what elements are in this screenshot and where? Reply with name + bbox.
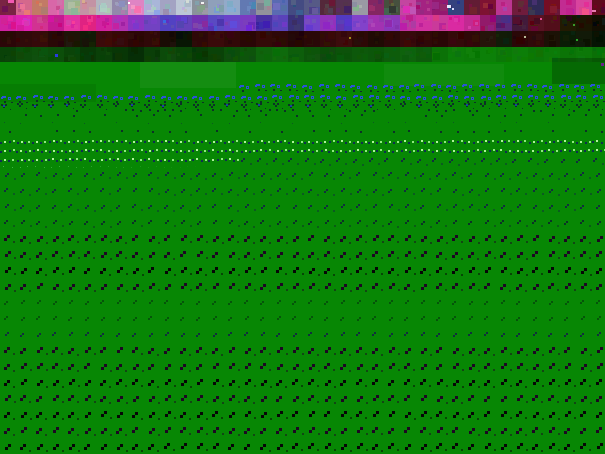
glitch-canvas (0, 0, 605, 454)
corrupted-screenshot (0, 0, 605, 454)
